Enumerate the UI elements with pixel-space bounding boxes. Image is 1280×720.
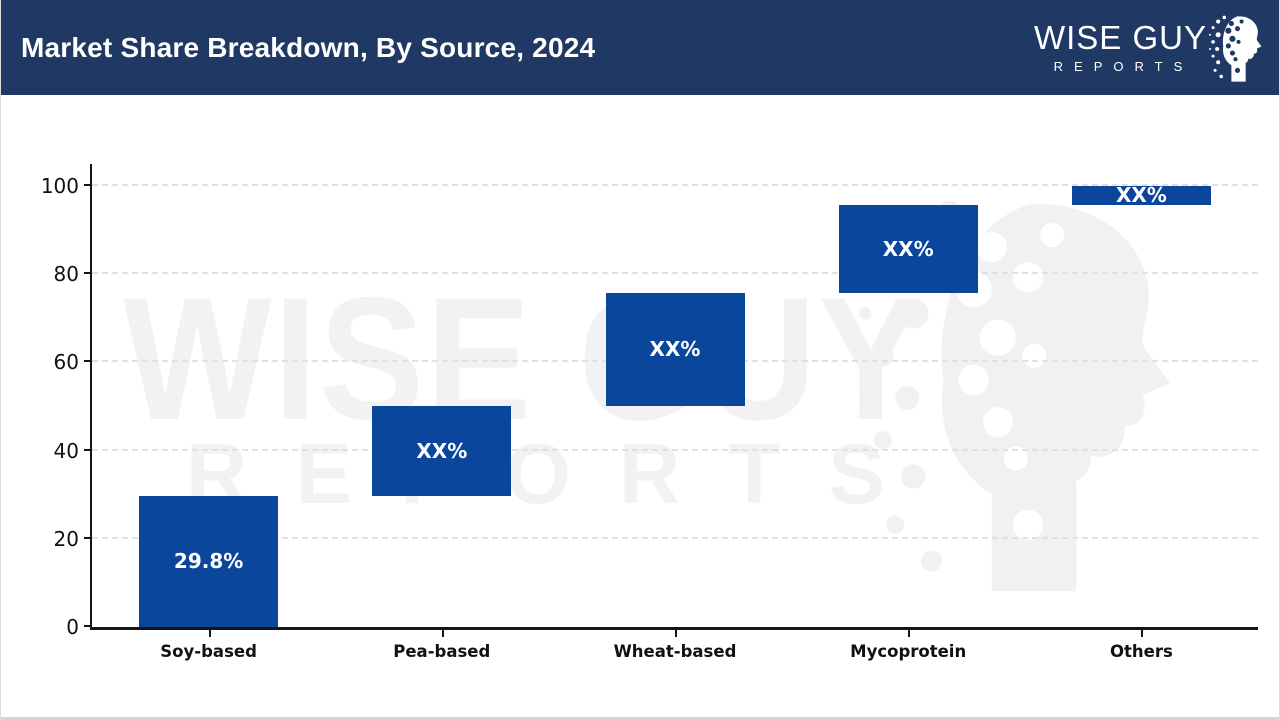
wiseguy-logo-text: WISE GUY REPORTS <box>1034 21 1207 74</box>
y-tick-label: 20 <box>53 526 79 551</box>
x-category-label: Wheat-based <box>613 642 737 661</box>
gridline <box>92 184 1258 187</box>
y-tick-label: 60 <box>53 350 79 375</box>
x-category-label: Others <box>1109 642 1173 661</box>
y-axis-tick <box>84 360 92 363</box>
bar-value-label: XX% <box>1115 183 1167 208</box>
gridline <box>92 448 1258 451</box>
x-category-label: Mycoprotein <box>850 642 967 661</box>
x-category-label: Pea-based <box>393 642 491 661</box>
bar-wheat-based: XX% <box>605 293 745 406</box>
bar-mycoprotein: XX% <box>838 204 978 294</box>
logo-brand-subtitle: REPORTS <box>1053 59 1194 74</box>
wiseguy-logo: WISE GUY REPORTS <box>1034 12 1265 84</box>
watermark-text-secondary: REPORTS <box>186 427 933 522</box>
plot-area: 0 20 40 60 80 100 29.8% Soy-based XX% Pea-based XX… <box>41 164 1258 661</box>
bottom-divider <box>1 717 1279 720</box>
x-axis-tick <box>441 630 444 637</box>
watermark-text-primary: WISE GUY <box>123 262 925 457</box>
bar-value-label: XX% <box>649 337 701 362</box>
y-tick-label: 40 <box>53 438 79 463</box>
y-tick-label: 100 <box>40 174 79 199</box>
y-tick-label: 80 <box>53 262 79 287</box>
bar-value-label: XX% <box>416 438 468 463</box>
y-axis-tick <box>84 448 92 451</box>
header: Market Share Breakdown, By Source, 2024 … <box>1 0 1279 95</box>
bar-value-label: XX% <box>882 236 934 261</box>
bar-others: XX% <box>1071 183 1211 208</box>
y-axis-tick <box>84 184 92 187</box>
x-axis-tick <box>1141 630 1144 637</box>
x-axis-tick <box>675 630 677 637</box>
gridline <box>92 536 1258 539</box>
logo-brand-name: WISE GUY <box>1033 19 1207 56</box>
bar-soy-based: 29.8% <box>139 495 279 627</box>
x-axis-tick <box>208 630 211 637</box>
y-axis-tick <box>84 536 92 539</box>
gridline <box>92 272 1258 275</box>
x-axis-tick <box>908 630 911 637</box>
wiseguy-face-icon <box>1209 15 1262 82</box>
y-axis-tick <box>84 272 92 275</box>
x-category-label: Soy-based <box>160 642 257 661</box>
y-axis-tick <box>84 625 92 627</box>
bar-value-label: 29.8% <box>173 549 244 574</box>
bar-pea-based: XX% <box>372 405 512 496</box>
y-tick-label: 0 <box>66 615 79 639</box>
page-title: Market Share Breakdown, By Source, 2024 <box>21 31 596 63</box>
